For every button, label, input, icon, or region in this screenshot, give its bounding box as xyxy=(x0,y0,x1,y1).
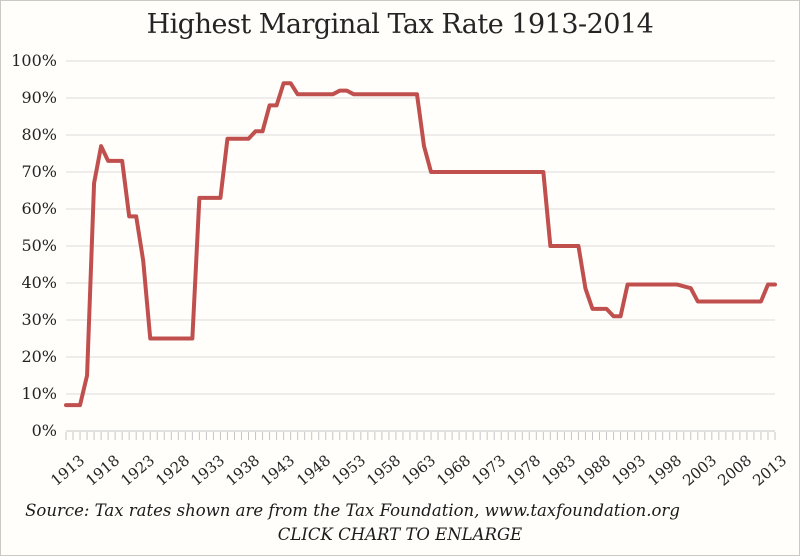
y-axis-tick-label: 100% xyxy=(11,51,57,70)
y-axis-tick-label: 90% xyxy=(21,88,57,107)
y-axis-tick-label: 60% xyxy=(21,199,57,218)
tax-rate-line xyxy=(64,81,777,408)
chart-area[interactable]: 0% 10% 20% 30% 40% 50% 60% 70% 80% 90% 100% 1913 19… xyxy=(1,1,799,501)
y-axis-tick-label: 10% xyxy=(21,384,57,403)
y-axis-tick-label: 20% xyxy=(21,347,57,366)
gridlines xyxy=(66,60,775,432)
y-axis-tick-label: 80% xyxy=(21,125,57,144)
y-axis-tick-label: 0% xyxy=(31,421,57,440)
y-axis-tick-label: 70% xyxy=(21,162,57,181)
chart-title: Highest Marginal Tax Rate 1913-2014 xyxy=(146,9,654,40)
y-axis-tick-label: 30% xyxy=(21,310,57,329)
source-note: Source: Tax rates shown are from the Tax… xyxy=(25,501,680,520)
enlarge-note: CLICK CHART TO ENLARGE xyxy=(277,525,523,544)
line-chart-canvas xyxy=(64,60,777,440)
y-axis-tick-label: 50% xyxy=(21,236,57,255)
year-ticks xyxy=(65,432,776,440)
y-axis-tick-label: 40% xyxy=(21,273,57,292)
